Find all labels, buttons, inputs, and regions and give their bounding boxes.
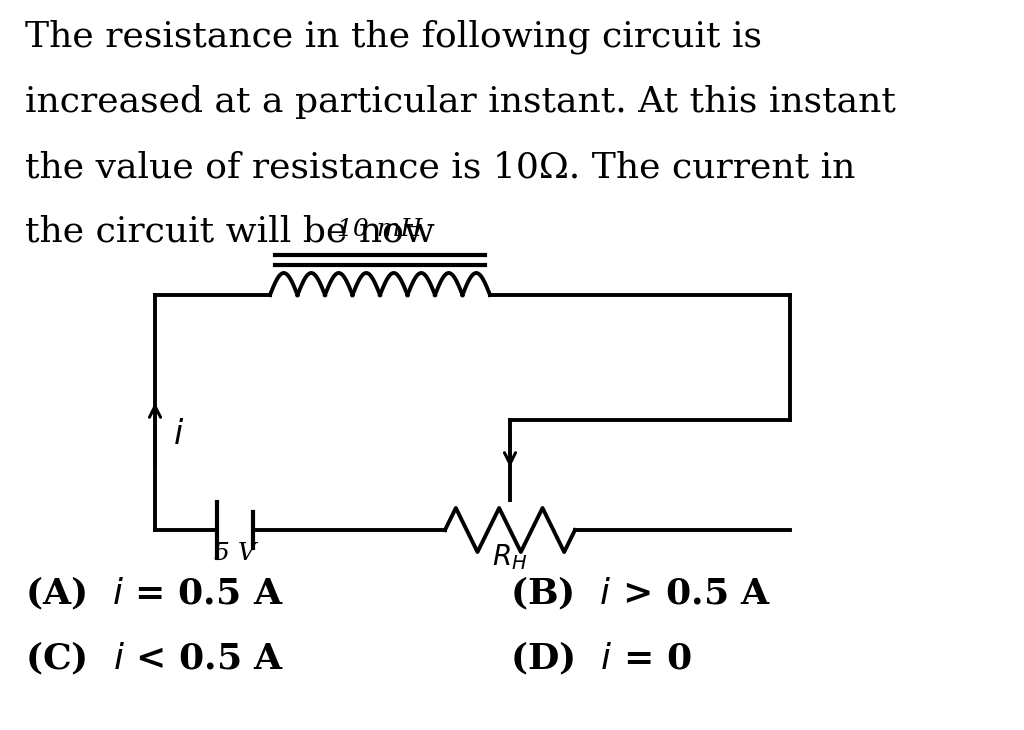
Text: 5 V: 5 V <box>214 542 256 565</box>
Text: the circuit will be now: the circuit will be now <box>25 215 435 249</box>
Text: 10 mH: 10 mH <box>337 218 423 241</box>
Text: increased at a particular instant. At this instant: increased at a particular instant. At th… <box>25 85 896 119</box>
Text: the value of resistance is 10Ω. The current in: the value of resistance is 10Ω. The curr… <box>25 150 855 184</box>
Text: (D)  $i$ = 0: (D) $i$ = 0 <box>510 640 691 677</box>
Text: (B)  $i$ > 0.5 A: (B) $i$ > 0.5 A <box>510 575 771 612</box>
Text: $R_H$: $R_H$ <box>493 542 527 572</box>
Text: (A)  $i$ = 0.5 A: (A) $i$ = 0.5 A <box>25 575 284 612</box>
Text: (C)  $i$ < 0.5 A: (C) $i$ < 0.5 A <box>25 640 285 677</box>
Text: $i$: $i$ <box>173 419 184 451</box>
Text: The resistance in the following circuit is: The resistance in the following circuit … <box>25 20 762 55</box>
